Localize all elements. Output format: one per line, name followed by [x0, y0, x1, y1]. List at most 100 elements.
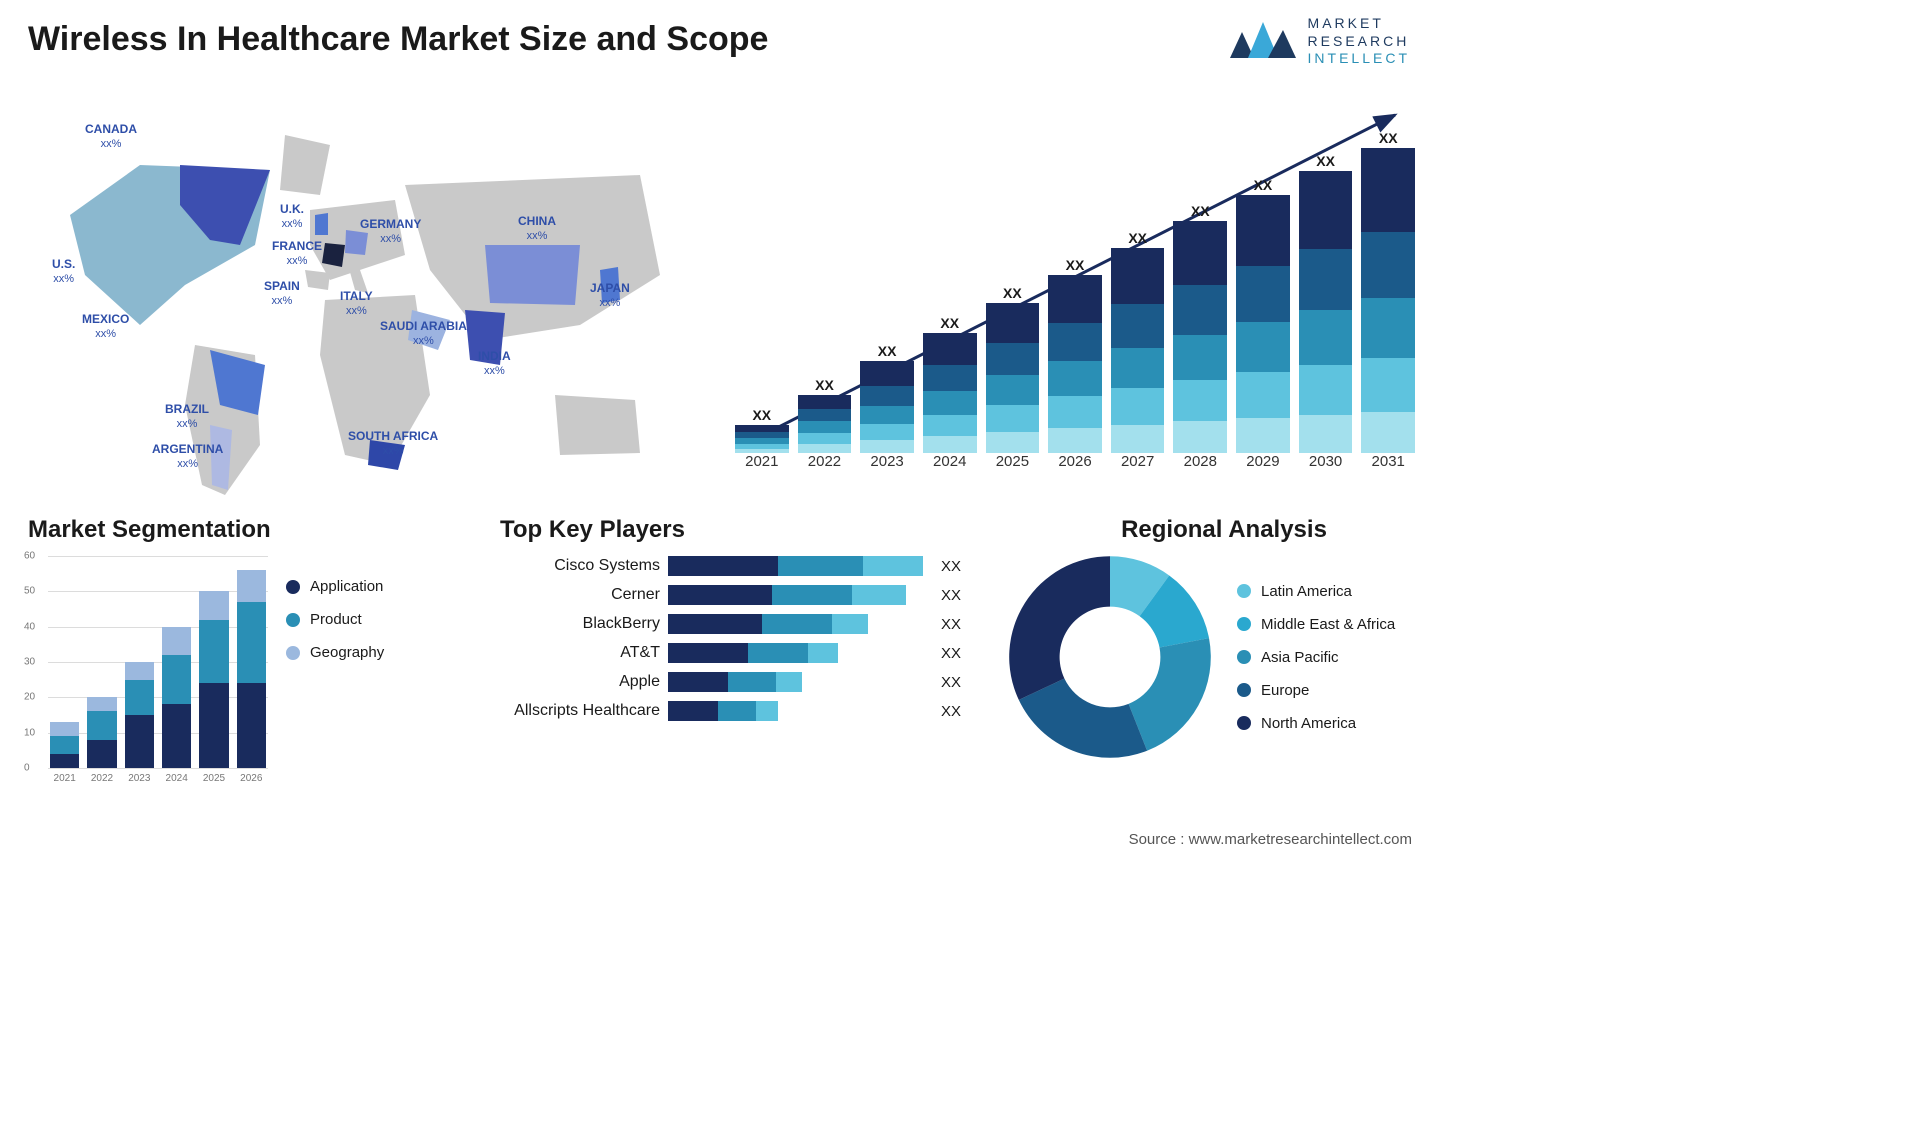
- growth-bar-value: XX: [752, 407, 771, 423]
- player-bar-segment: [852, 585, 906, 605]
- player-name: Cisco Systems: [500, 557, 660, 575]
- player-bar-segment: [668, 585, 772, 605]
- growth-bar-segment: [986, 375, 1040, 405]
- map-label-uk: U.K.xx%: [280, 203, 304, 231]
- growth-bar-segment: [923, 415, 977, 436]
- donut-slice: [1129, 638, 1211, 751]
- player-row: Cisco SystemsXX: [500, 556, 980, 576]
- growth-bar-segment: [986, 432, 1040, 453]
- regional-legend: Latin AmericaMiddle East & AfricaAsia Pa…: [1237, 583, 1395, 732]
- segmentation-ytick: 30: [24, 657, 35, 668]
- growth-bar-segment: [986, 303, 1040, 343]
- growth-bar-value: XX: [1128, 230, 1147, 246]
- segmentation-bar-chart: 0102030405060 202120222023202420252026: [28, 552, 268, 782]
- segmentation-bar-2022: [87, 697, 116, 768]
- segmentation-bar-segment: [125, 680, 154, 715]
- segmentation-xlabel: 2022: [87, 773, 116, 784]
- legend-swatch-icon: [1237, 617, 1251, 631]
- growth-bar-segment: [1361, 412, 1415, 453]
- growth-bar-value: XX: [1316, 153, 1335, 169]
- segmentation-title: Market Segmentation: [28, 516, 460, 544]
- segmentation-bar-2023: [125, 662, 154, 768]
- brand-line2: RESEARCH: [1308, 33, 1410, 51]
- growth-year-label: 2026: [1048, 453, 1102, 475]
- growth-bar-value: XX: [1191, 203, 1210, 219]
- growth-bar-segment: [860, 406, 914, 424]
- brand-logo-icon: [1228, 16, 1298, 66]
- regional-legend-item: Middle East & Africa: [1237, 616, 1395, 633]
- growth-year-label: 2027: [1111, 453, 1165, 475]
- world-map: CANADAxx%U.S.xx%MEXICOxx%BRAZILxx%ARGENT…: [10, 95, 690, 495]
- regional-legend-item: Asia Pacific: [1237, 649, 1395, 666]
- player-value: XX: [941, 616, 977, 633]
- growth-bar-2027: XX: [1111, 230, 1165, 453]
- key-players-title: Top Key Players: [500, 516, 980, 544]
- player-bar-segment: [748, 643, 808, 663]
- growth-bar-2024: XX: [923, 315, 977, 453]
- player-bar-segment: [778, 556, 863, 576]
- growth-year-label: 2030: [1299, 453, 1353, 475]
- map-region-china: [485, 245, 580, 305]
- segmentation-bar-segment: [125, 662, 154, 680]
- map-label-china: CHINAxx%: [518, 215, 556, 243]
- segmentation-bar-segment: [237, 602, 266, 683]
- growth-bar-segment: [1236, 418, 1290, 453]
- segmentation-bar-segment: [87, 711, 116, 739]
- player-bar-segment: [668, 556, 778, 576]
- growth-bar-segment: [860, 440, 914, 453]
- growth-bar-segment: [1111, 304, 1165, 348]
- map-label-us: U.S.xx%: [52, 258, 75, 286]
- legend-label: Application: [310, 578, 383, 595]
- legend-swatch-icon: [1237, 716, 1251, 730]
- growth-bar-value: XX: [1066, 257, 1085, 273]
- growth-bar-2029: XX: [1236, 177, 1290, 453]
- player-bar: [668, 701, 933, 721]
- player-value: XX: [941, 703, 977, 720]
- segmentation-bar-2026: [237, 570, 266, 768]
- player-name: BlackBerry: [500, 615, 660, 633]
- growth-bar-segment: [986, 405, 1040, 432]
- growth-bar-segment: [1111, 248, 1165, 304]
- growth-bar-segment: [1173, 285, 1227, 335]
- player-value: XX: [941, 587, 977, 604]
- growth-bar-segment: [1361, 232, 1415, 298]
- player-bar-segment: [718, 701, 756, 721]
- player-bar: [668, 672, 933, 692]
- segmentation-section: Market Segmentation 0102030405060 202120…: [28, 516, 460, 782]
- legend-label: Product: [310, 611, 362, 628]
- segmentation-ytick: 20: [24, 692, 35, 703]
- map-label-saudiarabia: SAUDI ARABIAxx%: [380, 320, 467, 348]
- growth-bar-segment: [1299, 171, 1353, 249]
- regional-section: Regional Analysis Latin AmericaMiddle Ea…: [1005, 516, 1443, 762]
- player-bar-segment: [668, 614, 762, 634]
- segmentation-bar-2024: [162, 627, 191, 768]
- player-bar-segment: [772, 585, 852, 605]
- player-bar-segment: [863, 556, 923, 576]
- segmentation-ytick: 0: [24, 763, 30, 774]
- legend-label: Europe: [1261, 682, 1309, 699]
- segmentation-xlabel: 2024: [162, 773, 191, 784]
- player-bar: [668, 556, 933, 576]
- player-name: Apple: [500, 673, 660, 691]
- growth-bar-segment: [1111, 348, 1165, 388]
- growth-bar-segment: [1299, 310, 1353, 365]
- map-label-brazil: BRAZILxx%: [165, 403, 209, 431]
- growth-bar-2025: XX: [986, 285, 1040, 453]
- segmentation-bar-segment: [87, 740, 116, 768]
- brand-line3: INTELLECT: [1308, 50, 1410, 68]
- growth-bar-2023: XX: [860, 343, 914, 453]
- segmentation-legend: ApplicationProductGeography: [286, 552, 384, 782]
- growth-year-label: 2022: [798, 453, 852, 475]
- player-value: XX: [941, 645, 977, 662]
- growth-bar-segment: [798, 421, 852, 433]
- growth-bar-segment: [860, 424, 914, 440]
- map-label-canada: CANADAxx%: [85, 123, 137, 151]
- growth-bar-segment: [1361, 298, 1415, 358]
- growth-bar-segment: [923, 365, 977, 391]
- growth-bar-chart: XXXXXXXXXXXXXXXXXXXXXX 20212022202320242…: [735, 95, 1415, 475]
- map-region-greenland: [280, 135, 330, 195]
- segmentation-bar-segment: [199, 683, 228, 768]
- player-name: AT&T: [500, 644, 660, 662]
- segmentation-xlabel: 2021: [50, 773, 79, 784]
- segmentation-bar-2021: [50, 722, 79, 768]
